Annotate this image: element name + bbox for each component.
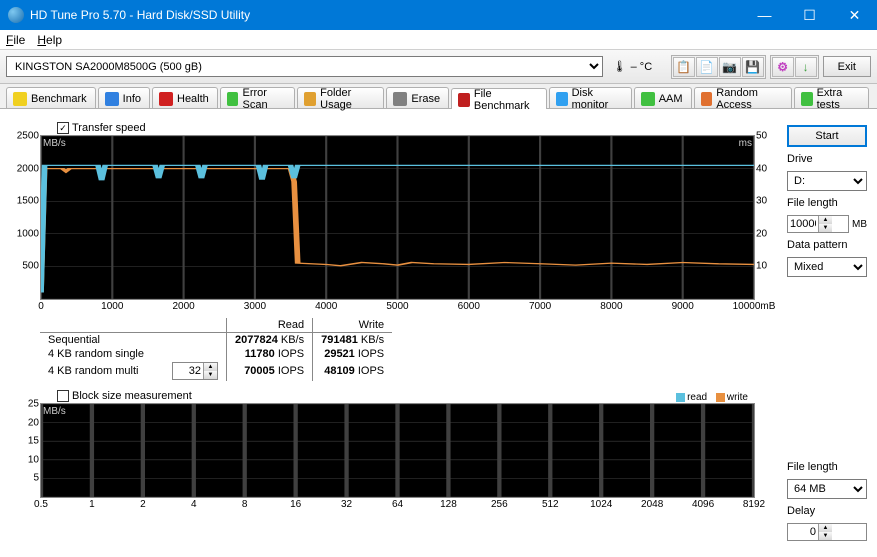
menu-help[interactable]: Help <box>37 33 62 47</box>
tab-folder-usage[interactable]: Folder Usage <box>297 87 384 108</box>
pattern-label: Data pattern <box>787 239 867 251</box>
maximize-button[interactable]: ☐ <box>787 0 832 30</box>
multi-threads-input[interactable] <box>173 363 203 379</box>
delay-down[interactable]: ▼ <box>819 532 832 540</box>
blocksize-chart <box>41 404 754 497</box>
copy-info-button[interactable]: 📋 <box>673 57 695 77</box>
random-access-icon <box>701 92 713 106</box>
transfer-speed-label: Transfer speed <box>72 122 146 134</box>
filelen2-select[interactable]: 64 MB <box>787 479 867 499</box>
filelen2-label: File length <box>787 461 867 473</box>
drive-select[interactable]: KINGSTON SA2000M8500G (500 gB) <box>6 56 603 77</box>
folder-usage-icon <box>304 92 316 106</box>
delay-up[interactable]: ▲ <box>819 524 832 532</box>
camera-button[interactable]: 📷 <box>719 57 741 77</box>
copy-screenshot-button[interactable]: 📄 <box>696 57 718 77</box>
close-button[interactable]: ✕ <box>832 0 877 30</box>
aam-icon <box>641 92 655 106</box>
file-benchmark-icon <box>458 93 470 107</box>
blocksize-checkbox[interactable] <box>57 390 69 402</box>
chart2-legend: read write <box>670 392 748 403</box>
minimize-tray-button[interactable]: ↓ <box>795 57 817 77</box>
thermometer-icon: 🌡 <box>613 60 627 73</box>
window-title: HD Tune Pro 5.70 - Hard Disk/SSD Utility <box>30 8 742 22</box>
extra-tests-icon <box>801 92 813 106</box>
options-button[interactable]: ⚙ <box>772 57 794 77</box>
error-scan-icon <box>227 92 239 106</box>
disk-monitor-icon <box>556 92 568 106</box>
side-drive-select[interactable]: D: <box>787 171 867 191</box>
info-icon <box>105 92 119 106</box>
tab-aam[interactable]: AAM <box>634 87 692 108</box>
tab-health[interactable]: Health <box>152 87 218 108</box>
temperature-display: 🌡 – °C <box>607 60 667 73</box>
menu-file[interactable]: File <box>6 33 25 47</box>
filelen-up[interactable]: ▲ <box>819 216 832 224</box>
tab-erase[interactable]: Erase <box>386 87 449 108</box>
save-button[interactable]: 💾 <box>742 57 764 77</box>
tab-error-scan[interactable]: Error Scan <box>220 87 296 108</box>
results-table: ReadWriteSequential2077824 KB/s791481 KB… <box>40 318 779 381</box>
tab-disk-monitor[interactable]: Disk monitor <box>549 87 632 108</box>
benchmark-icon <box>13 92 27 106</box>
erase-icon <box>393 92 407 106</box>
tab-random-access[interactable]: Random Access <box>694 87 792 108</box>
app-icon <box>8 7 24 23</box>
transfer-speed-checkbox[interactable]: ✓ <box>57 122 69 134</box>
drive-label: Drive <box>787 153 867 165</box>
filelen-down[interactable]: ▼ <box>819 224 832 232</box>
start-button[interactable]: Start <box>787 125 867 147</box>
filelen-input[interactable] <box>788 216 818 232</box>
transfer-speed-chart <box>41 136 754 299</box>
pattern-select[interactable]: Mixed <box>787 257 867 277</box>
delay-input[interactable] <box>788 524 818 540</box>
blocksize-label: Block size measurement <box>72 390 192 402</box>
minimize-button[interactable]: — <box>742 0 787 30</box>
filelen-label: File length <box>787 197 867 209</box>
delay-label: Delay <box>787 505 867 517</box>
tab-file-benchmark[interactable]: File Benchmark <box>451 88 547 109</box>
tab-extra-tests[interactable]: Extra tests <box>794 87 869 108</box>
tab-benchmark[interactable]: Benchmark <box>6 87 96 108</box>
exit-button[interactable]: Exit <box>823 56 871 77</box>
tab-info[interactable]: Info <box>98 87 150 108</box>
health-icon <box>159 92 173 106</box>
